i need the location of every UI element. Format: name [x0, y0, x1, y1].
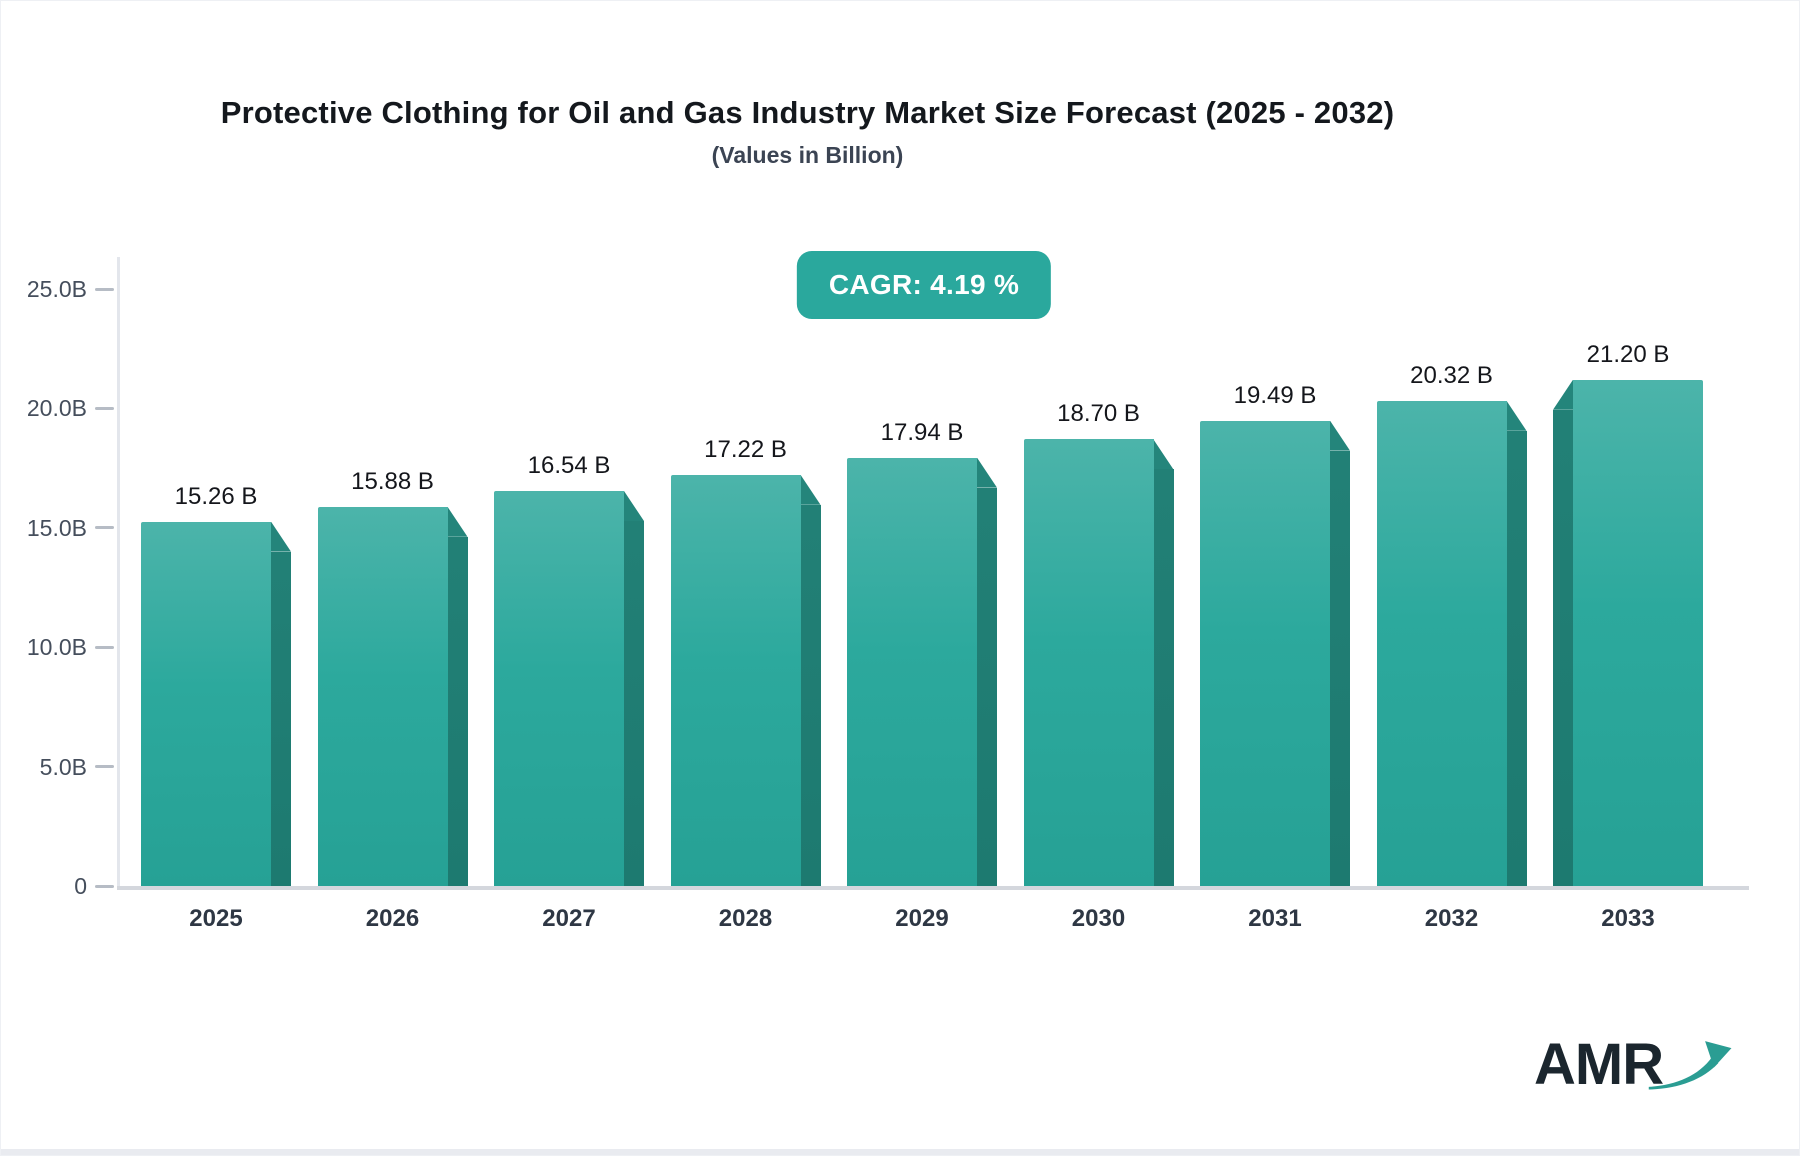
- y-tick-mark: [95, 406, 114, 410]
- chart-title: Protective Clothing for Oil and Gas Indu…: [220, 95, 1395, 130]
- bar-2028: [670, 474, 821, 886]
- y-tick-mark: [95, 287, 114, 291]
- bar-top-chamfer: [1330, 420, 1350, 451]
- x-axis-label: 2033: [1601, 905, 1655, 932]
- bar-value-label: 18.70 B: [1057, 400, 1140, 428]
- bar-face: [494, 491, 624, 886]
- bar-face: [1023, 439, 1154, 886]
- cagr-badge-label: CAGR: 4.19 %: [828, 269, 1020, 300]
- growth-arrow-icon: [1648, 1041, 1732, 1090]
- bar-top-chamfer: [1153, 439, 1174, 470]
- bar-side-shade: [1553, 409, 1573, 886]
- y-tick-label: 0: [74, 873, 87, 899]
- bar-top-chamfer: [1506, 400, 1527, 431]
- bar-face: [847, 457, 977, 886]
- x-axis-label: 2025: [189, 905, 243, 932]
- y-tick-mark: [95, 645, 114, 649]
- x-axis-label: 2032: [1424, 905, 1479, 932]
- x-axis-label: 2030: [1071, 905, 1126, 932]
- y-tick-label: 5.0B: [39, 753, 87, 780]
- x-axis-label: 2029: [895, 905, 949, 932]
- bar-2027: [494, 491, 644, 886]
- bar-top-chamfer: [624, 491, 644, 522]
- bar-face: [670, 474, 801, 886]
- bar-top-chamfer: [800, 474, 821, 505]
- bar-value-label: 19.49 B: [1233, 381, 1317, 409]
- bar-value-label: 17.94 B: [880, 418, 964, 446]
- bar-top-chamfer: [977, 457, 997, 488]
- bar-2032: [1376, 400, 1527, 886]
- bar-side-shade: [447, 536, 468, 886]
- bar-top-chamfer: [1553, 379, 1573, 410]
- x-axis-label: 2026: [365, 905, 420, 932]
- bar-side-shade: [624, 521, 644, 886]
- bar-value-label: 16.54 B: [527, 452, 611, 480]
- amr-logo-text: AMR: [1534, 1032, 1664, 1097]
- bar-top-chamfer: [271, 521, 291, 552]
- bar-2031: [1200, 420, 1350, 886]
- y-tick-label: 10.0B: [26, 634, 87, 661]
- bar-value-label: 17.22 B: [704, 435, 787, 463]
- bar-2026: [317, 506, 468, 886]
- bar-face: [141, 521, 271, 886]
- bar-side-shade: [1153, 469, 1174, 886]
- bar-face: [1376, 400, 1507, 886]
- y-tick-mark: [95, 884, 114, 888]
- y-tick-mark: [95, 526, 114, 530]
- bar-2025: [141, 521, 291, 886]
- bar-value-label: 15.88 B: [351, 467, 434, 495]
- bar-face: [1573, 379, 1703, 886]
- bar-face: [1200, 420, 1330, 886]
- bar-face: [317, 506, 448, 886]
- chart-subtitle: (Values in Billion): [711, 142, 904, 168]
- bar-side-shade: [977, 487, 997, 886]
- x-axis-label: 2028: [718, 905, 773, 932]
- x-axis-line: [117, 886, 1749, 890]
- bar-value-label: 21.20 B: [1586, 340, 1670, 368]
- y-tick-mark: [95, 765, 114, 769]
- y-tick-label: 20.0B: [26, 395, 87, 422]
- y-tick-label: 15.0B: [26, 514, 87, 541]
- bar-side-shade: [800, 504, 821, 886]
- cagr-badge: CAGR: 4.19 %: [796, 251, 1052, 319]
- x-axis-label: 2027: [542, 905, 596, 932]
- amr-logo: AMR: [1534, 1033, 1735, 1097]
- x-axis-label: 2031: [1248, 905, 1302, 932]
- bar-2029: [847, 457, 997, 886]
- bar-top-chamfer: [447, 506, 468, 537]
- y-tick-label: 25.0B: [26, 276, 87, 302]
- bar-side-shade: [1330, 450, 1350, 886]
- bar-value-label: 20.32 B: [1410, 361, 1493, 389]
- bar-2030: [1023, 439, 1174, 886]
- chart-header: Protective Clothing for Oil and Gas Indu…: [1, 1, 1799, 169]
- bar-side-shade: [1506, 430, 1527, 886]
- bar-2033: [1553, 379, 1703, 886]
- bar-side-shade: [271, 551, 291, 886]
- bar-value-label: 15.26 B: [174, 482, 258, 510]
- y-axis-line: [117, 257, 120, 889]
- bottom-edge: [1, 1149, 1799, 1155]
